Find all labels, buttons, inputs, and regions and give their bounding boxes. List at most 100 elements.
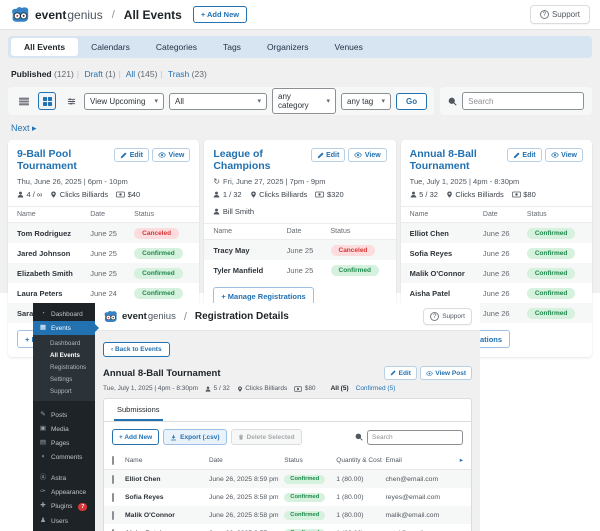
go-button[interactable]: Go: [396, 92, 428, 110]
dashboard-icon: ◔: [41, 309, 45, 317]
tab-calendars[interactable]: Calendars: [91, 42, 130, 52]
row-checkbox[interactable]: [112, 474, 114, 484]
chevron-down-icon: ▾: [381, 98, 385, 105]
edit-button[interactable]: Edit: [506, 148, 542, 162]
filter-all-link[interactable]: All (5): [330, 385, 349, 392]
tab-venues[interactable]: Venues: [334, 42, 363, 52]
event-capacity: 4 / ∞: [17, 190, 42, 199]
astra-icon: Ⓐ: [39, 473, 47, 481]
breadcrumb-separator: /: [111, 8, 115, 21]
sidebar-subitem-settings[interactable]: Settings: [50, 375, 73, 383]
back-to-events-button[interactable]: ‹ Back to Events: [103, 342, 170, 357]
edit-icon: [513, 151, 520, 158]
page-title: Registration Details: [194, 311, 289, 322]
cash-icon: [116, 191, 126, 198]
tab-tags[interactable]: Tags: [222, 42, 241, 52]
export-csv-button[interactable]: Export (.csv): [163, 429, 227, 445]
row-checkbox[interactable]: [112, 510, 114, 520]
submissions-toolbar: + Add New Export (.csv) Delete Selected: [104, 422, 471, 451]
row-checkbox[interactable]: [112, 528, 114, 531]
delete-selected-button[interactable]: Delete Selected: [230, 429, 302, 445]
submission-row: Elliot Chen June 26, 2025 8:59 pm Confir…: [104, 470, 471, 488]
tag-select[interactable]: any tag ▾: [341, 92, 391, 110]
edit-button[interactable]: Edit: [310, 148, 346, 162]
sidebar-subitem-support[interactable]: Support: [50, 387, 72, 395]
chevron-down-icon: ▾: [257, 98, 261, 105]
search-icon: [355, 433, 363, 441]
scope-select[interactable]: All ▾: [169, 92, 267, 110]
tab-organizers[interactable]: Organizers: [266, 42, 309, 52]
sidebar-subitem-registrations[interactable]: Registrations: [50, 363, 87, 371]
status-badge: Confirmed: [526, 307, 576, 319]
wp-admin-sidebar: ◔ Dashboard ▦ Events Dashboard All Events …: [33, 303, 99, 531]
tab-categories[interactable]: Categories: [155, 42, 197, 52]
grid-view-button[interactable]: [38, 92, 56, 110]
tab-all-events[interactable]: All Events: [11, 38, 79, 56]
sidebar-item-users[interactable]: ♟ Users: [40, 516, 68, 525]
view-button[interactable]: View: [544, 148, 583, 162]
search-input[interactable]: [367, 429, 463, 445]
registration-row: Sofia Reyes June 26 Confirmed: [401, 243, 592, 263]
list-view-button[interactable]: [15, 92, 33, 110]
posts-icon: ✎: [40, 410, 46, 418]
row-checkbox[interactable]: [112, 492, 114, 502]
filter-confirmed-link[interactable]: Confirmed (5): [355, 385, 396, 392]
status-badge: Confirmed: [284, 510, 326, 520]
filter-draft[interactable]: Draft (1): [84, 69, 116, 79]
sidebar-item-pages[interactable]: ▤ Pages: [39, 438, 70, 447]
sidebar-subitem-dashboard[interactable]: Dashboard: [50, 339, 81, 347]
submissions-rows: Elliot Chen June 26, 2025 8:59 pm Confir…: [104, 470, 471, 531]
status-badge: Confirmed: [526, 287, 576, 299]
plugins-icon: ✚: [40, 502, 46, 510]
event-price: $320: [315, 190, 344, 199]
registration-row: Aisha Patel June 26 Confirmed: [401, 283, 592, 303]
location-pin-icon: [51, 191, 57, 198]
sidebar-item-dashboard[interactable]: ◔ Dashboard: [33, 307, 95, 321]
recurring-icon: ↻: [213, 176, 221, 186]
sliders-icon: [67, 98, 76, 104]
sidebar-item-comments[interactable]: ◖ Comments: [33, 450, 95, 464]
edit-button[interactable]: Edit: [114, 148, 149, 162]
view-button[interactable]: View: [152, 148, 191, 162]
event-venue: Clicks Billiards: [237, 385, 287, 392]
sidebar-subitem-all-events[interactable]: All Events: [50, 351, 80, 359]
next-columns-arrow[interactable]: ▸: [459, 457, 464, 464]
sidebar-item-media[interactable]: ▣ Media: [39, 424, 69, 433]
search-input[interactable]: [462, 92, 585, 110]
sidebar-item-events[interactable]: ▦ Events: [33, 321, 99, 335]
add-new-button[interactable]: + Add New: [192, 6, 248, 23]
submission-row: Sofia Reyes June 26, 2025 8:58 pm Confir…: [104, 488, 471, 506]
registration-row: Tom Rodriguez June 25 Canceled: [8, 223, 200, 243]
select-all-checkbox[interactable]: [112, 455, 114, 465]
event-title[interactable]: 9-Ball Pool Tournament: [17, 148, 77, 172]
next-page-link[interactable]: Next ▸: [11, 123, 37, 133]
view-upcoming-select[interactable]: View Upcoming ▾: [84, 92, 164, 110]
submissions-panel: Submissions + Add New Export (.csv) Dele…: [103, 398, 472, 531]
search-panel: [440, 87, 593, 115]
category-select[interactable]: any category ▾: [272, 88, 336, 114]
support-button[interactable]: ? Support: [529, 5, 590, 24]
filter-settings-button[interactable]: [67, 97, 76, 106]
event-datetime: Tue, July 1, 2025 | 4pm - 8:30pm: [409, 177, 520, 186]
list-view-icon: [19, 97, 29, 105]
trash-icon: [238, 434, 243, 440]
sidebar-item-appearance[interactable]: ✑ Appearance: [40, 487, 87, 496]
event-title[interactable]: Annual 8-Ball Tournament: [409, 148, 477, 172]
filter-all[interactable]: All (145): [125, 69, 158, 79]
add-new-button[interactable]: + Add New: [112, 429, 160, 445]
edit-button[interactable]: Edit: [384, 366, 417, 380]
event-price: $40: [116, 190, 140, 199]
filter-trash[interactable]: Trash (23): [167, 69, 207, 79]
event-title[interactable]: League of Champions: [213, 148, 271, 172]
sidebar-item-posts[interactable]: ✎ Posts: [40, 410, 68, 419]
appearance-icon: ✑: [40, 487, 46, 495]
sidebar-item-astra[interactable]: Ⓐ Astra: [39, 473, 67, 482]
filter-published[interactable]: Published (121): [11, 69, 74, 79]
view-button[interactable]: View: [348, 148, 387, 162]
support-button[interactable]: ? Support: [423, 308, 472, 325]
sidebar-item-plugins[interactable]: ✚ Plugins 7: [33, 499, 95, 514]
status-badge: Canceled: [330, 244, 376, 256]
tab-submissions[interactable]: Submissions: [114, 399, 163, 421]
post-status-filters: Published (121) | Draft (1) | All (145) | T…: [11, 69, 207, 79]
view-post-button[interactable]: View Post: [419, 366, 472, 380]
